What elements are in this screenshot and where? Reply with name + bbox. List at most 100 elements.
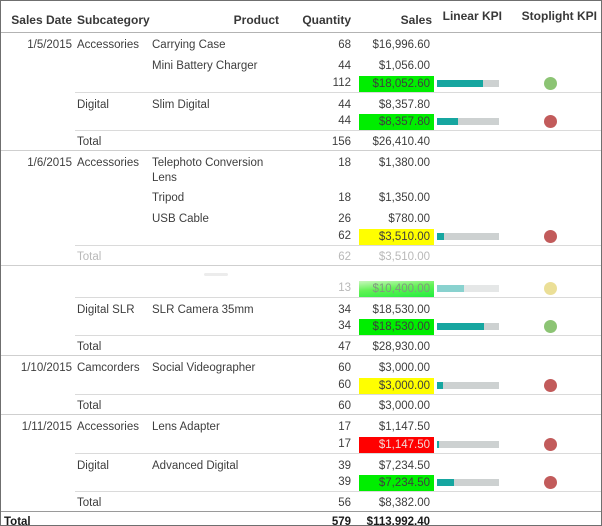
cell-stoplight-kpi [514, 491, 601, 516]
cell-subcategory [75, 54, 150, 59]
cell-linear-kpi [436, 245, 514, 270]
cell-product [150, 394, 280, 399]
cell-linear-kpi [436, 474, 514, 491]
sales-value: $1,350.00 [378, 192, 430, 204]
cell-quantity: 44 [280, 92, 353, 113]
cell-quantity: 26 [338, 213, 351, 225]
cell-sales: $113,992.40 [353, 515, 436, 525]
cell-sales: $1,147.50 [353, 415, 436, 435]
cell-linear-kpi [436, 266, 514, 281]
cell-product [150, 266, 280, 281]
cell-product: Mini Battery Charger [152, 60, 258, 72]
stoplight-red-icon [544, 115, 557, 128]
subtotal-kpi-row: 39 $7,234.50 [1, 474, 601, 491]
cell-quantity: 44 [338, 60, 351, 72]
cell-sales-date: 1/5/2015 [27, 39, 72, 51]
cell-stoplight-kpi [514, 280, 601, 297]
group-total-row: Total 60 $3,000.00 [1, 394, 601, 414]
stoplight-green-icon [544, 77, 557, 90]
cell-stoplight-kpi [514, 266, 601, 281]
subtotal-kpi-row: 13 $10,400.00 [1, 280, 601, 297]
cell-sales: $1,056.00 [353, 54, 436, 74]
cell-sales: $8,357.80 [353, 113, 436, 130]
ghost-remnant [204, 273, 228, 276]
cell-product [150, 130, 280, 135]
cell-subcategory [75, 186, 150, 191]
cell-quantity: 34 [280, 297, 353, 318]
cell-quantity: 579 [331, 516, 351, 526]
cell-sales: $8,382.00 [353, 491, 436, 511]
cell-product: Social Videographer [152, 362, 256, 374]
cell-product: Lens Adapter [152, 421, 220, 433]
cell-subcategory: Accessories [77, 39, 139, 51]
detail-row: 1/5/2015 Accessories Carrying Case 68 $16,99… [1, 33, 601, 54]
cell-sales: $18,530.00 [353, 297, 436, 318]
grand-total-row: Total 579 $113,992.40 [1, 511, 601, 526]
cell-stoplight-kpi [514, 453, 601, 480]
cell-subcategory: Digital SLR [75, 297, 150, 318]
cell-sales-date [1, 130, 75, 134]
detail-row: Digital Slim Digital 44 $8,357.80 [1, 92, 601, 113]
linear-kpi-bar-fill [437, 441, 440, 448]
cell-quantity: 47 [280, 335, 353, 355]
sales-value: $8,357.80 [378, 99, 430, 111]
cell-linear-kpi [436, 436, 514, 453]
cell-stoplight-kpi [514, 377, 601, 394]
cell-sales: $16,996.60 [353, 33, 436, 53]
cell-quantity: 68 [338, 39, 351, 51]
subtotal-kpi-row: 60 $3,000.00 [1, 377, 601, 394]
group-total-label: Total [75, 245, 150, 265]
detail-row: 1/10/2015 Camcorders Social Videographer 60… [1, 355, 601, 377]
sales-value: $1,147.50 [378, 421, 430, 433]
group-total-label: Total [75, 130, 150, 150]
stoplight-red-icon [544, 438, 557, 451]
subtotal-kpi-row: 112 $18,052.60 [1, 75, 601, 92]
cell-stoplight-kpi [514, 228, 601, 245]
cell-linear-kpi [436, 130, 514, 155]
sales-value: $3,510.00 [378, 251, 430, 263]
cell-quantity: 18 [338, 192, 351, 204]
linear-kpi-bar-fill [437, 80, 483, 87]
cell-quantity: 56 [280, 491, 353, 511]
linear-kpi-bar-fill [437, 323, 485, 330]
cell-sales: $1,147.50 [353, 436, 436, 453]
cell-linear-kpi [436, 151, 514, 191]
sales-value: $7,234.50 [378, 460, 430, 472]
cell-subcategory: Accessories [77, 157, 139, 169]
stoplight-red-icon [544, 230, 557, 243]
sales-value: $26,410.40 [372, 136, 430, 148]
cell-subcategory: Digital [75, 453, 150, 474]
cell-product: Carrying Case [152, 39, 226, 51]
cell-stoplight-kpi [514, 113, 601, 130]
cell-quantity: 62 [338, 230, 351, 242]
detail-row: 1/11/2015 Accessories Lens Adapter 17 $1,147… [1, 414, 601, 436]
column-header-subcategory: Subcategory [77, 13, 150, 27]
cell-linear-kpi [436, 92, 514, 119]
cell-stoplight-kpi [514, 75, 601, 92]
cell-sales-date [1, 245, 75, 249]
stoplight-green-icon [544, 320, 557, 333]
linear-kpi-bar [437, 323, 499, 330]
sales-value: $3,000.00 [359, 377, 434, 394]
group-total-label: Total [75, 491, 150, 511]
cell-linear-kpi [436, 453, 514, 480]
cell-sales-date [1, 491, 75, 495]
linear-kpi-bar [437, 285, 499, 292]
cell-stoplight-kpi [514, 318, 601, 335]
column-header-product: Product [233, 13, 279, 27]
detail-row: USB Cable 26 $780.00 [1, 207, 601, 228]
cell-stoplight-kpi [514, 245, 601, 270]
cell-sales-date [1, 92, 75, 97]
cell-stoplight-kpi [514, 297, 601, 324]
group-total-label: Total [75, 394, 150, 414]
cell-sales: $3,000.00 [353, 377, 436, 394]
cell-product [150, 335, 280, 340]
cell-sales: $3,510.00 [353, 228, 436, 245]
linear-kpi-bar-fill [437, 285, 465, 292]
cell-stoplight-kpi [514, 394, 601, 419]
column-header-linear-kpi: Linear KPI [442, 9, 502, 23]
cell-sales: $3,000.00 [353, 356, 436, 376]
cell-product [150, 245, 280, 250]
sales-value: $18,052.60 [359, 75, 434, 92]
